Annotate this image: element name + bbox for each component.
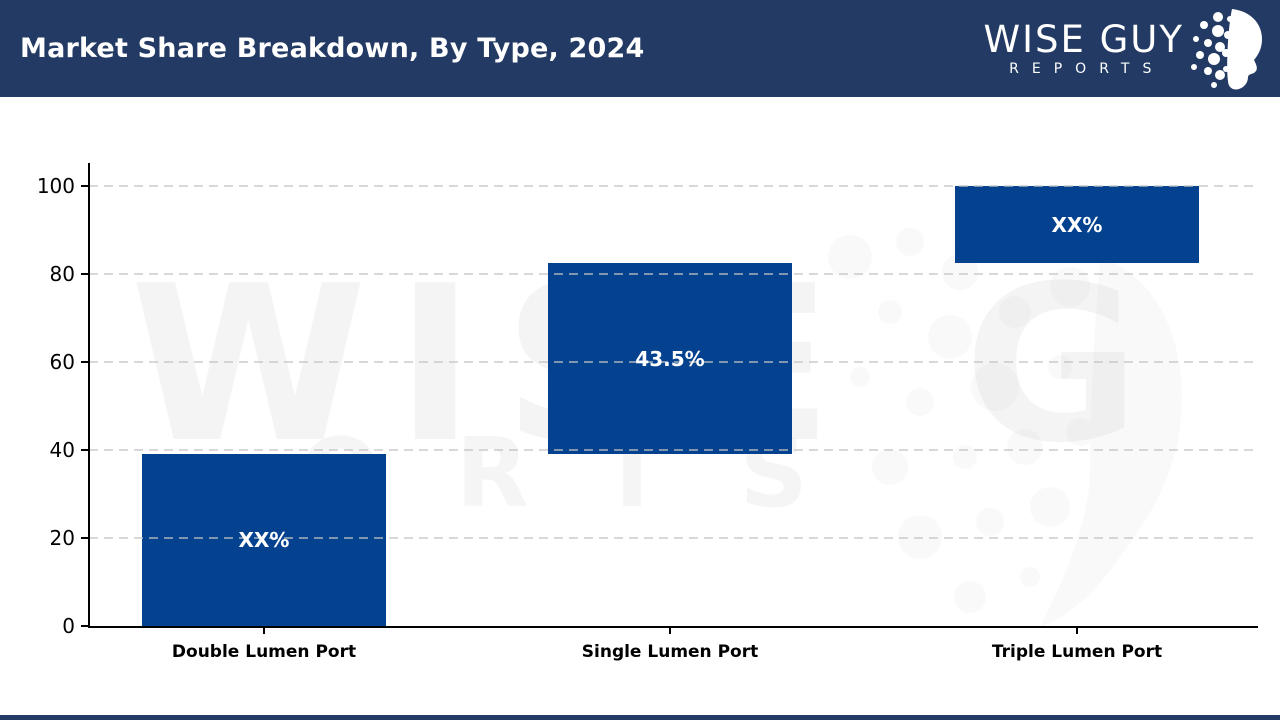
brand-logo-subtitle: REPORTS (1009, 61, 1165, 77)
bar-segment-1 (142, 454, 386, 626)
y-axis-tick-label: 80 (49, 262, 75, 286)
gridline-y100 (89, 185, 1258, 187)
gridline-y20 (89, 537, 1258, 539)
bar-value-label: XX% (1051, 212, 1103, 237)
x-axis-category-label: Triple Lumen Port (991, 642, 1163, 662)
footer-bar (0, 715, 1280, 720)
y-axis-tick-label: 0 (62, 614, 75, 638)
x-axis-tick (263, 626, 265, 634)
y-axis-tick-label: 40 (49, 438, 75, 462)
page-title: Market Share Breakdown, By Type, 2024 (20, 33, 645, 64)
brand-logo-head-icon (1191, 8, 1262, 90)
x-axis-line (88, 626, 1258, 628)
y-axis-tick (81, 625, 89, 627)
brand-logo-name: WISE GUY (983, 18, 1184, 61)
gridline-y80 (89, 273, 1258, 275)
y-axis-tick (81, 273, 89, 275)
y-axis-line (88, 163, 90, 628)
bar-segment-2 (548, 263, 792, 455)
gridline-y60 (89, 361, 1258, 363)
y-axis-tick (81, 449, 89, 451)
x-axis-category-label: Single Lumen Port (581, 642, 759, 662)
y-axis-tick-label: 20 (49, 526, 75, 550)
y-axis-tick (81, 361, 89, 363)
bar-value-label: XX% (238, 528, 290, 553)
bar-value-label: 43.5% (635, 346, 705, 371)
y-axis-tick-label: 100 (36, 174, 75, 198)
y-axis-tick-label: 60 (49, 350, 75, 374)
brand-logo-text: WISE GUY REPORTS (984, 21, 1184, 76)
x-axis-tick (669, 626, 671, 634)
gridline-y40 (89, 449, 1258, 451)
x-axis-category-label: Double Lumen Port (171, 642, 357, 662)
header-bar: Market Share Breakdown, By Type, 2024 WI… (0, 0, 1280, 97)
y-axis-tick (81, 185, 89, 187)
x-axis-tick (1076, 626, 1078, 634)
bar-segment-3 (955, 186, 1199, 263)
brand-logo: WISE GUY REPORTS (984, 7, 1280, 91)
y-axis-tick (81, 537, 89, 539)
